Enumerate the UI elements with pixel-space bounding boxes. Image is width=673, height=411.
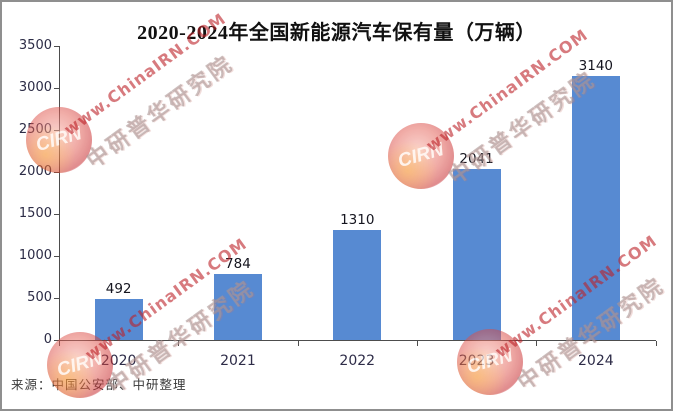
y-axis-label: 500 [27, 290, 52, 305]
y-axis-tick [54, 214, 59, 215]
x-axis-label: 2022 [339, 353, 376, 369]
source-note: 来源：中国公安部、中研整理 [11, 377, 187, 392]
bar [452, 168, 501, 340]
x-axis-label: 2021 [220, 353, 256, 369]
x-axis-tick [59, 341, 60, 346]
y-axis-tick [54, 88, 59, 89]
x-axis-label: 2023 [458, 353, 495, 369]
y-axis-tick [54, 46, 59, 47]
y-axis-line [59, 46, 60, 340]
bar [571, 76, 620, 340]
x-axis-label: 2020 [100, 353, 137, 369]
bar-data-label: 2041 [459, 150, 494, 167]
bar [94, 298, 143, 340]
x-axis-line [59, 340, 656, 341]
x-axis-label: 2024 [578, 353, 614, 369]
bar-data-label: 3140 [578, 58, 614, 75]
bar [333, 229, 382, 340]
y-axis-label: 1500 [18, 206, 52, 221]
x-axis-tick [297, 341, 299, 346]
y-axis-label: 3500 [18, 38, 52, 53]
y-axis-label: 2500 [18, 122, 52, 137]
y-axis-label: 3000 [18, 80, 52, 95]
bar-data-label: 1310 [340, 211, 375, 228]
bar-data-label: 492 [105, 280, 132, 297]
y-axis-tick [54, 130, 59, 131]
chart-title: 2020-2024年全国新能源汽车保有量（万辆） [137, 22, 536, 44]
y-axis-tick [54, 298, 59, 299]
x-axis-tick [655, 341, 657, 346]
y-axis-label: 0 [43, 332, 52, 347]
y-axis-tick [54, 256, 59, 257]
y-axis-tick [54, 172, 59, 173]
x-axis-tick [536, 341, 538, 346]
bar [213, 274, 262, 340]
x-axis-tick [178, 341, 180, 346]
bar-data-label: 784 [225, 256, 251, 273]
x-axis-tick [416, 341, 418, 346]
y-axis-label: 2000 [18, 164, 52, 179]
y-axis-label: 1000 [18, 248, 52, 263]
